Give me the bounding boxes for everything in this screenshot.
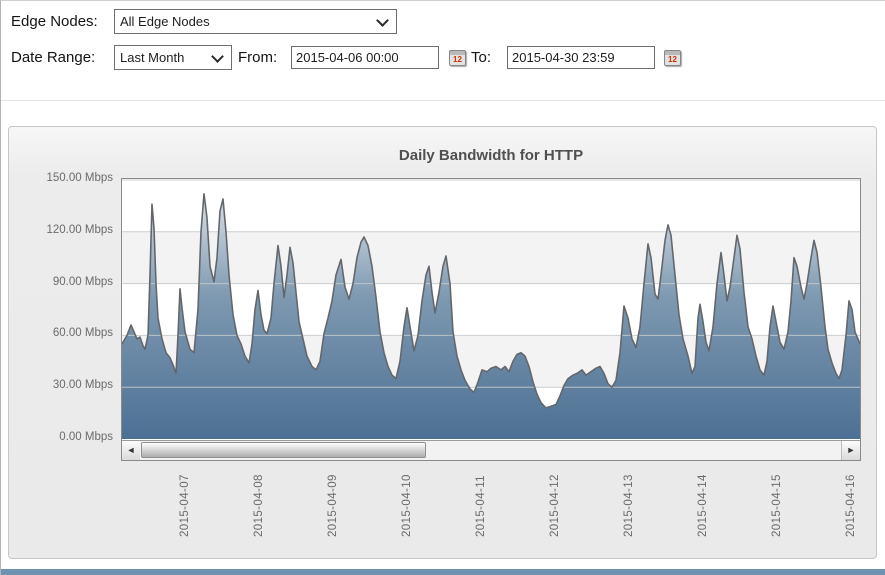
bandwidth-chart-plot: ◄ ► [121,178,861,461]
plot-band [122,231,860,284]
bottom-blue-bar [1,569,885,575]
x-axis-tick-label: 2015-04-07 [179,474,191,537]
to-label: To: [471,49,492,66]
date-range-select[interactable]: Last Month [114,45,232,70]
edge-nodes-label: Edge Nodes: [11,13,98,30]
x-axis-tick-label: 2015-04-12 [549,474,561,537]
y-axis-tick-label: 120.00 Mbps [46,223,114,236]
x-axis-tick-label: 2015-04-08 [253,474,265,537]
arrow-left-icon: ◄ [126,445,136,455]
y-axis-tick-label: 60.00 Mbps [52,327,113,340]
scroll-right-button[interactable]: ► [841,441,860,460]
plot-band [122,179,860,232]
date-range-selected-value: Last Month [120,50,185,65]
y-axis-tick-label: 90.00 Mbps [52,275,113,288]
x-axis: 2015-04-07 2015-04-08 2015-04-09 2015-04-10… [122,463,860,543]
x-axis-tick-label: 2015-04-09 [327,474,339,537]
x-axis-tick-label: 2015-04-16 [845,474,857,537]
from-calendar-icon[interactable]: 12 [449,50,466,66]
arrow-right-icon: ► [846,445,856,455]
bandwidth-chart-panel: Daily Bandwidth for HTTP 150.00 Mbps 120.… [8,126,877,559]
from-label: From: [238,49,278,66]
scrollbar-track[interactable] [140,441,842,460]
bandwidth-area-chart [122,179,860,439]
y-axis: 150.00 Mbps 120.00 Mbps 90.00 Mbps 60.00 Mb… [9,172,114,443]
x-axis-tick-label: 2015-04-15 [771,474,783,537]
chart-h-scrollbar[interactable]: ◄ ► [122,440,860,460]
chart-title: Daily Bandwidth for HTTP [398,147,584,164]
scrollbar-thumb[interactable] [141,442,426,458]
y-axis-tick-label: 30.00 Mbps [52,379,113,392]
edge-nodes-selected-value: All Edge Nodes [120,14,210,29]
to-calendar-icon[interactable]: 12 [664,50,681,66]
x-axis-tick-label: 2015-04-14 [697,474,709,537]
edge-nodes-select[interactable]: All Edge Nodes [114,9,397,34]
bandwidth-area-series [122,193,860,439]
from-date-input[interactable] [291,46,439,69]
scroll-left-button[interactable]: ◄ [122,441,141,460]
y-axis-tick-label: 150.00 Mbps [46,172,114,184]
x-axis-tick-label: 2015-04-11 [475,475,487,537]
x-axis-tick-label: 2015-04-10 [401,474,413,537]
x-axis-tick-label: 2015-04-13 [623,474,635,537]
y-axis-tick-label: 0.00 Mbps [59,431,113,443]
chevron-down-icon [211,50,224,63]
toolbar-separator [1,100,885,101]
date-range-label: Date Range: [11,49,96,66]
bandwidth-line [122,193,860,409]
chevron-down-icon [376,14,389,27]
to-date-input[interactable] [507,46,655,69]
